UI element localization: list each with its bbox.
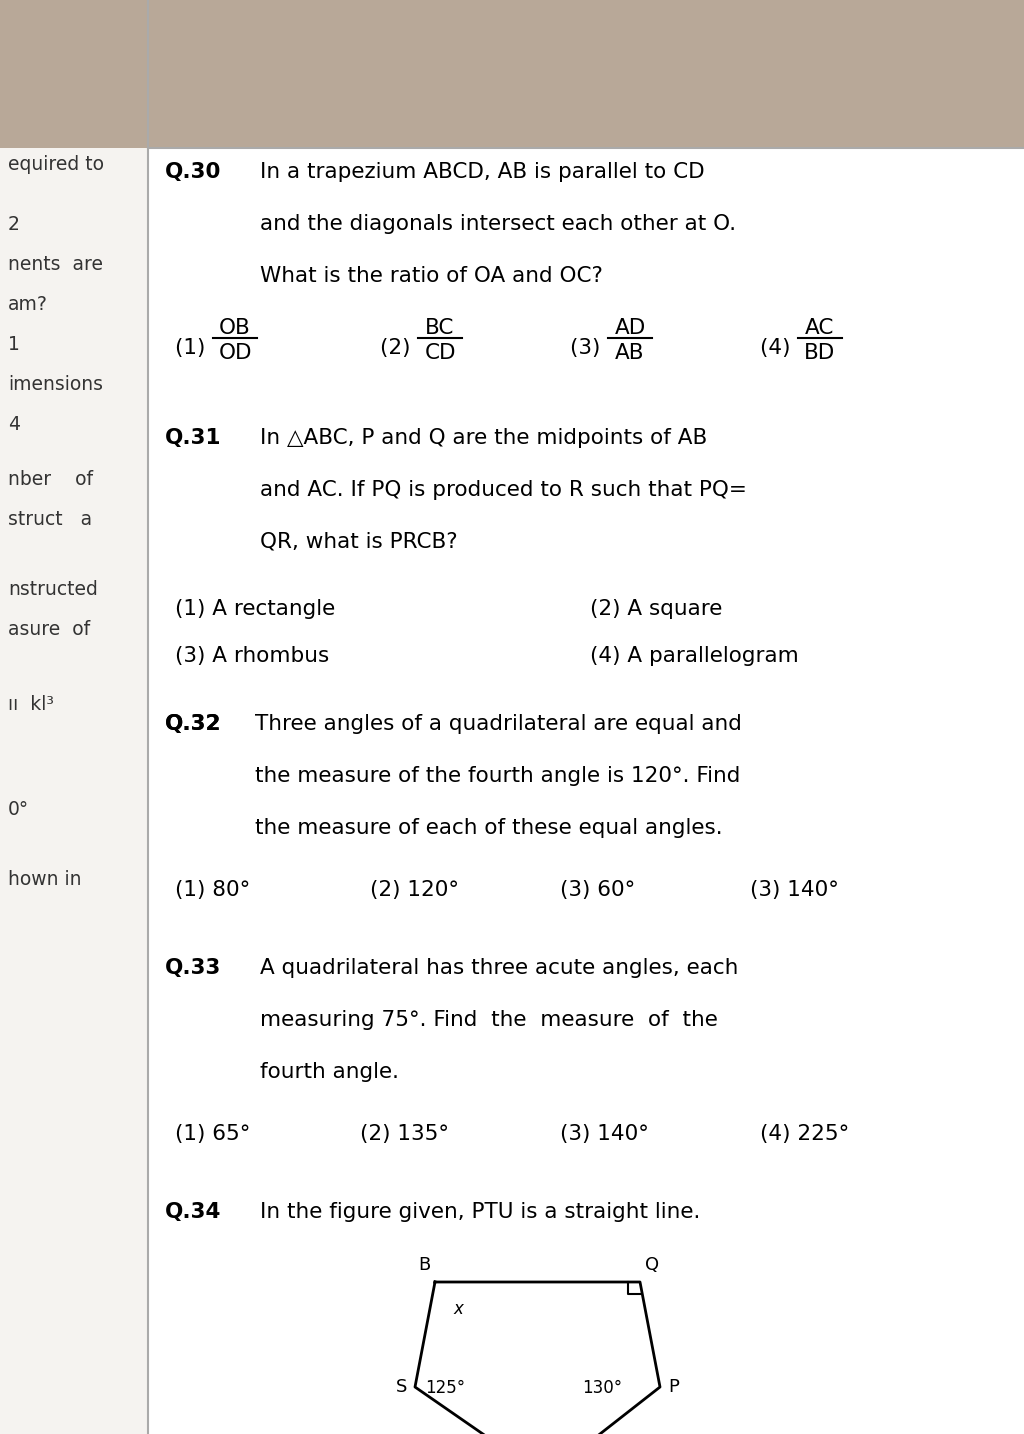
Text: (1) A rectangle: (1) A rectangle: [175, 599, 335, 619]
Text: Q.31: Q.31: [165, 427, 221, 447]
Text: (2) A square: (2) A square: [590, 599, 722, 619]
Text: In △ABC, P and Q are the midpoints of AB: In △ABC, P and Q are the midpoints of AB: [260, 427, 708, 447]
Text: AD: AD: [614, 318, 645, 338]
Text: What is the ratio of OA and OC?: What is the ratio of OA and OC?: [260, 265, 603, 285]
Text: BD: BD: [805, 343, 836, 363]
Text: Q: Q: [645, 1256, 659, 1273]
Text: OD: OD: [218, 343, 252, 363]
Text: AC: AC: [805, 318, 835, 338]
Text: (1) 80°: (1) 80°: [175, 880, 250, 901]
Text: Q.33: Q.33: [165, 958, 221, 978]
Text: CD: CD: [424, 343, 456, 363]
Text: 4: 4: [8, 414, 20, 435]
Text: B: B: [418, 1256, 430, 1273]
Text: the measure of each of these equal angles.: the measure of each of these equal angle…: [255, 817, 723, 837]
Text: AB: AB: [615, 343, 645, 363]
Text: (2) 135°: (2) 135°: [360, 1124, 449, 1144]
Text: OB: OB: [219, 318, 251, 338]
Text: S: S: [395, 1378, 407, 1397]
Text: (3) A rhombus: (3) A rhombus: [175, 645, 330, 665]
Bar: [0, 0, 148, 1434]
Bar: [0, 0, 1024, 148]
Text: (2): (2): [380, 338, 418, 358]
Text: 2: 2: [8, 215, 19, 234]
Text: nstructed: nstructed: [8, 579, 98, 599]
Text: x: x: [453, 1301, 463, 1318]
Text: and AC. If PQ is produced to R such that PQ=: and AC. If PQ is produced to R such that…: [260, 480, 746, 500]
Text: (1): (1): [175, 338, 212, 358]
Text: 0°: 0°: [8, 800, 29, 819]
Text: am?: am?: [8, 295, 48, 314]
Text: (3) 60°: (3) 60°: [560, 880, 635, 901]
Text: 1: 1: [8, 336, 19, 354]
Text: A quadrilateral has three acute angles, each: A quadrilateral has three acute angles, …: [260, 958, 738, 978]
Text: and the diagonals intersect each other at O.: and the diagonals intersect each other a…: [260, 214, 736, 234]
Text: 130°: 130°: [582, 1380, 623, 1397]
Text: Three angles of a quadrilateral are equal and: Three angles of a quadrilateral are equa…: [255, 714, 741, 734]
Text: In the figure given, PTU is a straight line.: In the figure given, PTU is a straight l…: [260, 1202, 700, 1222]
Text: ıı  kl³: ıı kl³: [8, 695, 54, 714]
Text: fourth angle.: fourth angle.: [260, 1063, 399, 1083]
Text: struct   a: struct a: [8, 511, 92, 529]
Text: imensions: imensions: [8, 376, 103, 394]
Text: (4) 225°: (4) 225°: [760, 1124, 849, 1144]
Text: (3) 140°: (3) 140°: [560, 1124, 649, 1144]
Text: Q.30: Q.30: [165, 162, 221, 182]
Text: Q.34: Q.34: [165, 1202, 221, 1222]
Text: Q.32: Q.32: [165, 714, 221, 734]
Text: BC: BC: [425, 318, 455, 338]
Text: QR, what is PRCB?: QR, what is PRCB?: [260, 532, 458, 552]
Text: (4): (4): [760, 338, 798, 358]
Text: (3): (3): [570, 338, 607, 358]
Text: (3) 140°: (3) 140°: [750, 880, 839, 901]
Text: asure  of: asure of: [8, 619, 90, 640]
Text: hown in: hown in: [8, 870, 82, 889]
Text: In a trapezium ABCD, AB is parallel to CD: In a trapezium ABCD, AB is parallel to C…: [260, 162, 705, 182]
Text: equired to: equired to: [8, 155, 104, 174]
Text: (4) A parallelogram: (4) A parallelogram: [590, 645, 799, 665]
Text: 125°: 125°: [425, 1380, 465, 1397]
Text: nents  are: nents are: [8, 255, 103, 274]
Text: nber    of: nber of: [8, 470, 93, 489]
Text: (1) 65°: (1) 65°: [175, 1124, 251, 1144]
Text: Q.32: Q.32: [165, 714, 221, 734]
Text: P: P: [668, 1378, 679, 1397]
Text: the measure of the fourth angle is 120°. Find: the measure of the fourth angle is 120°.…: [255, 766, 740, 786]
Text: measuring 75°. Find  the  measure  of  the: measuring 75°. Find the measure of the: [260, 1010, 718, 1030]
Text: (2) 120°: (2) 120°: [370, 880, 459, 901]
